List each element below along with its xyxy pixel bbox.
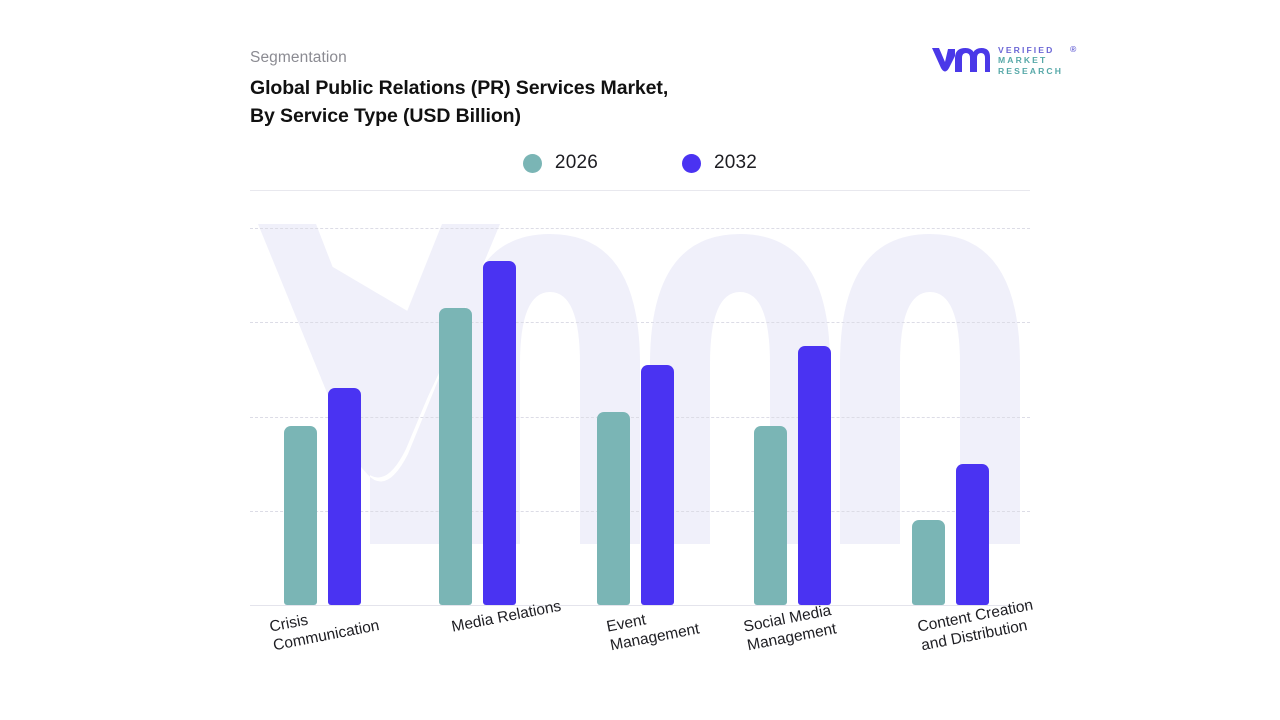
vmr-logo: VERIFIED MARKET RESEARCH ® — [930, 42, 1076, 78]
plot-area — [250, 224, 1030, 606]
bar-2032-4[interactable] — [955, 463, 989, 605]
legend-label: 2032 — [714, 152, 758, 173]
vmr-logo-text: VERIFIED MARKET RESEARCH ® — [998, 44, 1076, 77]
bar-2026-3[interactable] — [753, 425, 787, 605]
title-line-2: By Service Type (USD Billion) — [250, 105, 521, 127]
legend-divider — [250, 190, 1030, 191]
x-axis-line — [250, 605, 1030, 606]
bar-2032-1[interactable] — [482, 261, 516, 605]
bar-2032-0[interactable] — [327, 388, 361, 605]
x-tick-label-0: Crisis Communication — [268, 597, 381, 655]
x-axis-tick-labels: Crisis Communication Media Relations Event M… — [250, 597, 1034, 716]
legend-label: 2026 — [554, 152, 598, 173]
bar-2026-4[interactable] — [911, 520, 945, 605]
chart-legend: 2026 2032 — [250, 148, 1030, 178]
title-line-1: Global Public Relations (PR) Services Ma… — [250, 77, 669, 99]
registered-mark-icon: ® — [1070, 43, 1079, 54]
x-tick-label-3: Social Media Management — [742, 601, 838, 656]
bar-2026-2[interactable] — [596, 411, 630, 605]
legend-item-2026[interactable]: 2026 — [522, 152, 598, 174]
bars-layer — [250, 224, 1030, 606]
bar-2032-2[interactable] — [640, 364, 674, 605]
legend-swatch-icon — [522, 153, 542, 173]
logo-line-market: MARKET — [998, 55, 1048, 66]
x-tick-label-2: Event Management — [605, 601, 701, 656]
bar-2026-1[interactable] — [438, 308, 472, 605]
legend-item-2032[interactable]: 2032 — [682, 152, 757, 174]
page-title: Global Public Relations (PR) Services Ma… — [250, 74, 890, 130]
vmr-logo-mark-icon — [930, 45, 990, 75]
logo-line-research: RESEARCH — [998, 65, 1064, 76]
legend-swatch-icon — [682, 153, 701, 173]
bar-2032-3[interactable] — [797, 345, 831, 605]
bar-2026-0[interactable] — [283, 425, 317, 605]
segmentation-eyebrow: Segmentation — [250, 49, 347, 66]
logo-line-verified: VERIFIED — [998, 44, 1055, 55]
